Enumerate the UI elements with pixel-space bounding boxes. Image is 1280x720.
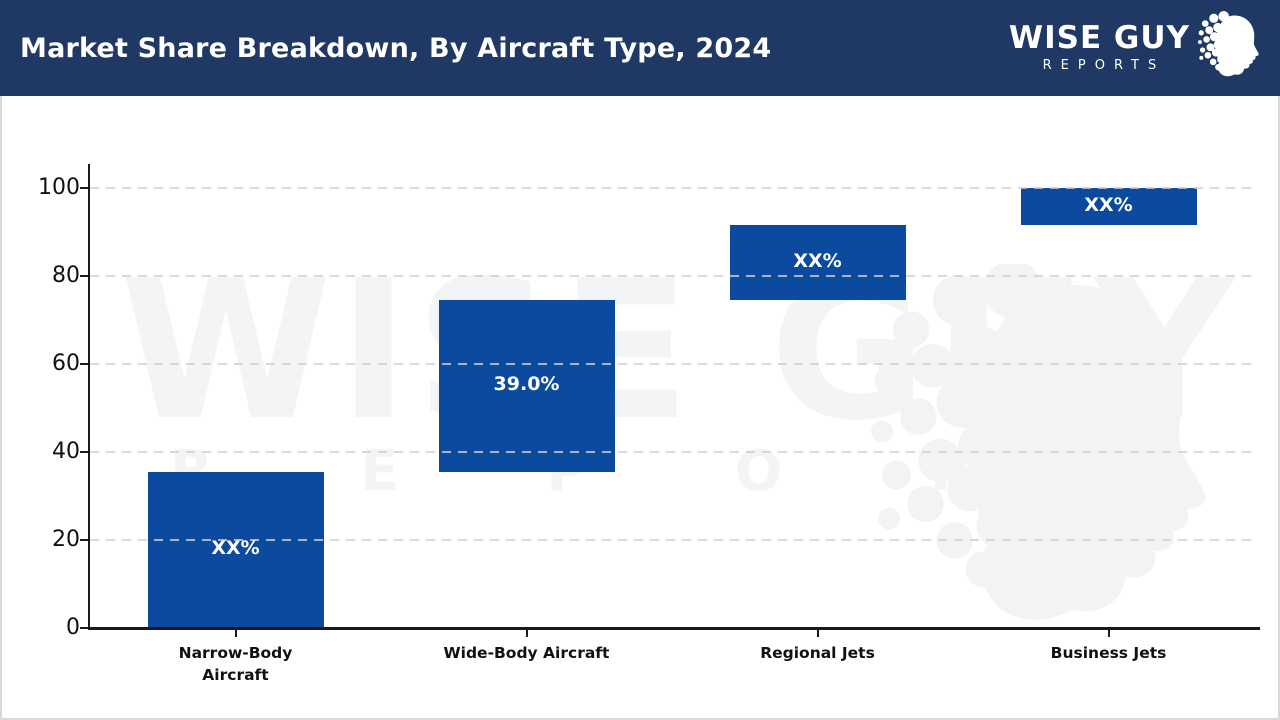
y-axis-tick-label: 40 xyxy=(52,439,80,464)
chart-area: WISE GUY R E P O R T S 020406080100XX%Na… xyxy=(0,96,1280,720)
y-axis-tick-mark xyxy=(80,275,89,277)
x-axis-category-label: Regional Jets xyxy=(760,644,875,662)
gridline-40 xyxy=(90,451,1254,453)
x-axis-tick-mark xyxy=(525,630,528,637)
bar-segment xyxy=(1020,188,1197,226)
x-axis-category-label: Business Jets xyxy=(1050,644,1167,662)
x-axis-tick-mark xyxy=(816,630,819,637)
gridline-80 xyxy=(90,275,1254,277)
bar-segment xyxy=(147,471,324,628)
gridline-20 xyxy=(90,539,1254,541)
y-axis-tick-label: 20 xyxy=(52,527,80,552)
watermark-face-icon xyxy=(847,260,1237,664)
y-axis-tick-label: 80 xyxy=(52,263,80,288)
logo-subtitle: REPORTS xyxy=(1042,58,1166,73)
y-axis-tick-mark xyxy=(80,187,89,189)
y-axis-line xyxy=(88,164,90,630)
y-axis-tick-label: 0 xyxy=(66,615,80,640)
logo-text: WISE GUY REPORTS xyxy=(1008,20,1190,74)
y-axis-tick-mark xyxy=(80,363,89,365)
bar-value-label: XX% xyxy=(793,249,842,272)
x-axis-category-label: Narrow-Body Aircraft xyxy=(178,644,293,685)
y-axis-tick-mark xyxy=(80,627,89,629)
x-axis-tick-mark xyxy=(1107,630,1110,637)
bar-segment xyxy=(729,225,906,301)
bar-segment xyxy=(438,300,615,472)
bar-value-label: XX% xyxy=(211,536,260,559)
bar-value-label: 39.0% xyxy=(493,373,560,395)
x-axis-tick-mark xyxy=(234,630,237,637)
x-axis-line xyxy=(88,627,1260,630)
wise-guy-reports-logo: WISE GUY REPORTS xyxy=(1009,10,1262,86)
y-axis-tick-mark xyxy=(80,451,89,453)
page-title: Market Share Breakdown, By Aircraft Type… xyxy=(20,32,772,64)
bar-value-label: XX% xyxy=(1084,193,1133,216)
y-axis-tick-mark xyxy=(80,539,89,541)
x-axis-category-label: Wide-Body Aircraft xyxy=(443,644,610,662)
y-axis-tick-label: 100 xyxy=(38,175,80,200)
y-axis-tick-label: 60 xyxy=(52,351,80,376)
header-banner: Market Share Breakdown, By Aircraft Type… xyxy=(0,0,1280,96)
gridline-60 xyxy=(90,363,1254,365)
gridline-100 xyxy=(90,187,1254,189)
logo-wordmark: WISE GUY xyxy=(1008,20,1190,56)
dotted-face-profile-icon xyxy=(1196,10,1262,86)
